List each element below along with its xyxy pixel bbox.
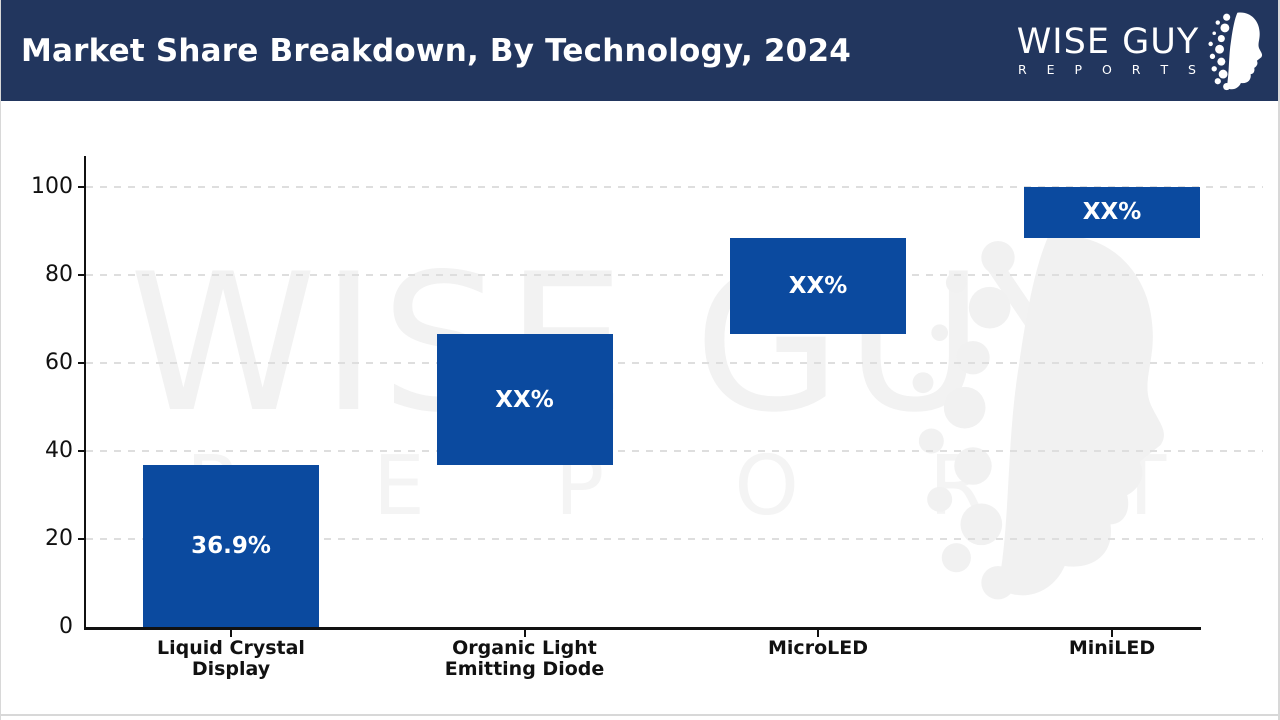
bar-value-label-4: XX% <box>1082 199 1142 226</box>
bar-value-label-2: XX% <box>495 386 554 413</box>
chart-area: WISE GUY R E P O R T S 0 20 40 60 80 100 36.9%… <box>1 101 1278 720</box>
category-label-3: MicroLED <box>768 637 868 659</box>
wiseguy-logo: WISE GUY R E P O R T S <box>1012 9 1264 93</box>
gridline-100 <box>86 186 1263 188</box>
category-label-1: Liquid Crystal Display <box>157 637 305 680</box>
y-tick-80 <box>78 274 86 276</box>
logo-text: WISE GUY R E P O R T S <box>1012 24 1204 77</box>
category-label-4: MiniLED <box>1068 637 1156 659</box>
gridline-20 <box>86 538 1263 540</box>
x-tick-1 <box>230 630 232 637</box>
y-tick-label-20: 20 <box>45 526 73 551</box>
x-tick-2 <box>523 630 526 637</box>
y-tick-label-80: 80 <box>45 262 73 287</box>
bar-3: XX% <box>730 237 906 335</box>
watermark-subtext: R E P O R T S <box>186 439 1278 534</box>
logo-wordmark: WISE GUY <box>1016 22 1200 62</box>
bar-2: XX% <box>436 334 613 465</box>
y-tick-label-40: 40 <box>45 438 73 463</box>
gridline-60 <box>86 362 1263 364</box>
logo-subtext: R E P O R T S <box>1017 62 1204 77</box>
bar-1: 36.9% <box>143 464 319 627</box>
y-axis-line <box>84 156 86 630</box>
x-axis-line <box>86 627 1201 630</box>
y-tick-60 <box>78 362 86 364</box>
watermark-wordmark: WISE GUY <box>129 233 1109 454</box>
category-label-2: Organic Light Emitting Diode <box>444 637 605 680</box>
bar-value-label-3: XX% <box>788 272 848 299</box>
header: Market Share Breakdown, By Technology, 2… <box>1 0 1278 101</box>
gridline-80 <box>86 274 1263 276</box>
y-tick-label-60: 60 <box>45 350 73 375</box>
y-tick-label-100: 100 <box>31 174 73 199</box>
wiseguy-face-icon <box>1208 12 1263 90</box>
y-tick-40 <box>78 450 86 452</box>
bottom-border-line <box>1 714 1278 716</box>
x-tick-3 <box>817 630 819 637</box>
y-tick-20 <box>78 538 86 540</box>
y-tick-label-0: 0 <box>59 614 73 639</box>
bar-4: XX% <box>1024 187 1200 238</box>
x-tick-4 <box>1111 630 1113 637</box>
bar-value-label-1: 36.9% <box>191 532 271 559</box>
page-title: Market Share Breakdown, By Technology, 2… <box>21 32 851 69</box>
gridline-40 <box>86 450 1263 452</box>
y-tick-100 <box>78 186 86 188</box>
watermark-face-icon <box>912 235 1164 600</box>
